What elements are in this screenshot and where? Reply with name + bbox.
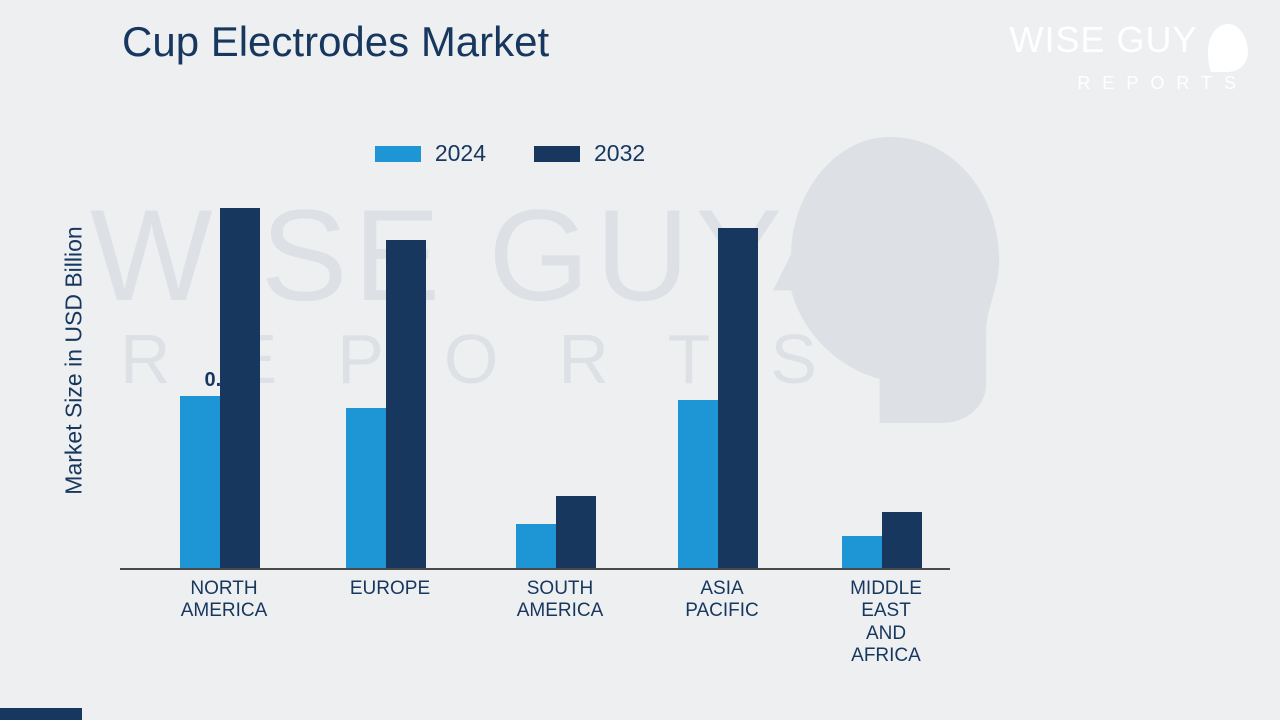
chart-legend: 2024 2032	[60, 140, 960, 167]
bar-chart: Market Size in USD Billion 2024 2032 0.4…	[60, 150, 960, 710]
x-axis-line	[120, 568, 950, 570]
bar	[386, 240, 426, 568]
footer-accent-bar	[0, 708, 82, 720]
logo-head-icon	[1208, 24, 1248, 72]
legend-label: 2032	[594, 140, 645, 167]
legend-item: 2032	[534, 140, 645, 167]
legend-label: 2024	[435, 140, 486, 167]
chart-title: Cup Electrodes Market	[122, 18, 549, 66]
bar	[180, 396, 220, 568]
bar	[346, 408, 386, 568]
logo-sub-text: REPORTS	[1010, 74, 1248, 92]
legend-swatch	[534, 146, 580, 162]
bar	[842, 536, 882, 568]
bar	[678, 400, 718, 568]
bar	[882, 512, 922, 568]
y-axis-label: Market Size in USD Billion	[60, 150, 88, 570]
legend-item: 2024	[375, 140, 486, 167]
category-label: EUROPE	[310, 578, 470, 600]
bar	[556, 496, 596, 568]
logo-main-text: WISE GUY	[1010, 19, 1198, 60]
legend-swatch	[375, 146, 421, 162]
category-label: SOUTH AMERICA	[480, 578, 640, 623]
plot-area: 0.43	[120, 170, 950, 570]
category-label: MIDDLE EAST AND AFRICA	[806, 578, 966, 668]
bar	[516, 524, 556, 568]
bar	[220, 208, 260, 568]
brand-logo: WISE GUY REPORTS	[1010, 22, 1248, 92]
x-axis-labels: NORTH AMERICA EUROPE SOUTH AMERICAASIA PAC…	[120, 572, 950, 692]
category-label: NORTH AMERICA	[144, 578, 304, 623]
bar	[718, 228, 758, 568]
category-label: ASIA PACIFIC	[642, 578, 802, 623]
